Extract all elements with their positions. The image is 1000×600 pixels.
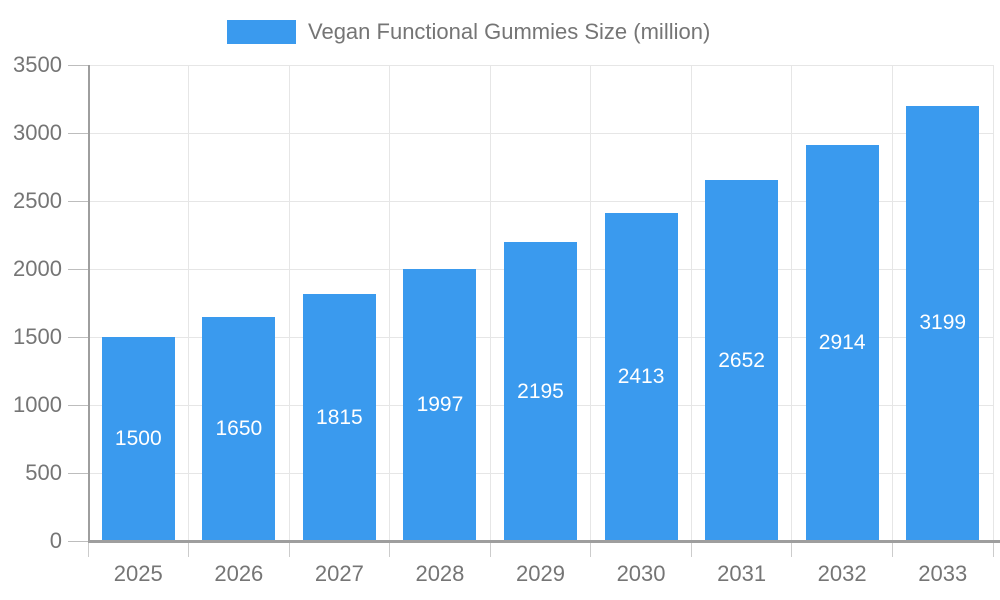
x-axis-category-label: 2025	[113, 561, 163, 586]
x-axis-tick	[590, 543, 592, 557]
plot-area: 1500 1650 1815 1997 2195 2413 2652 2914 3199	[88, 64, 994, 541]
gridline-vertical	[489, 65, 491, 541]
bar-value-label: 1997	[416, 393, 464, 417]
bar-2029: 2195	[504, 242, 577, 541]
x-axis-tick	[690, 543, 692, 557]
y-axis-tick	[68, 132, 88, 134]
y-axis-tick-label: 1500	[13, 324, 62, 349]
x-axis-category-label: 2026	[214, 561, 264, 586]
y-axis-tick-label: 2000	[13, 256, 62, 281]
x-axis-category-label: 2029	[516, 561, 565, 586]
legend: Vegan Functional Gummies Size (million)	[227, 19, 710, 45]
bar-value-label: 2413	[617, 364, 665, 388]
bar-2026: 1650	[202, 316, 276, 541]
bar-2027: 1815	[302, 294, 376, 541]
y-axis-tick	[68, 200, 88, 202]
y-axis-tick-label: 500	[25, 460, 62, 485]
bar-value-label: 1500	[114, 427, 162, 450]
bar-value-label: 1650	[215, 416, 263, 440]
gridline-vertical	[891, 65, 893, 541]
bar-value-label: 1815	[316, 405, 363, 429]
y-axis-tick-label: 0	[49, 528, 62, 553]
y-axis-tick-label: 3500	[13, 52, 62, 77]
gridline-vertical	[288, 65, 290, 541]
bar-2031: 2652	[705, 180, 779, 541]
gridline-vertical	[992, 65, 994, 541]
gridline-vertical	[590, 65, 592, 541]
bar-2030: 2413	[604, 212, 678, 541]
gridline-vertical	[188, 65, 190, 541]
bar-value-label: 2195	[517, 379, 564, 403]
gridline-vertical	[690, 65, 692, 541]
legend-swatch	[227, 20, 296, 44]
bar-2025: 1500	[101, 337, 175, 541]
y-axis-tick	[68, 404, 88, 406]
x-axis-tick	[389, 543, 391, 557]
gridline-vertical	[389, 65, 391, 541]
y-axis-tick-label: 1000	[13, 392, 62, 417]
bar-value-label: 2652	[718, 348, 765, 372]
gridline-horizontal	[88, 200, 993, 202]
y-axis-tick	[68, 268, 88, 270]
x-axis-category-label: 2028	[415, 561, 465, 586]
bar-value-label: 2914	[818, 330, 866, 354]
bar-value-label: 3199	[919, 311, 967, 335]
x-axis-category-label: 2027	[314, 561, 364, 586]
x-axis-category-label: 2033	[918, 561, 968, 586]
y-axis-tick	[68, 472, 88, 474]
x-axis-tick	[791, 543, 793, 557]
legend-label: Vegan Functional Gummies Size (million)	[308, 19, 711, 44]
y-axis-tick	[68, 64, 88, 66]
gridline-horizontal	[88, 132, 993, 134]
x-axis-line	[88, 540, 1000, 543]
x-axis-tick	[288, 543, 290, 557]
y-axis-tick	[68, 336, 88, 338]
x-axis-tick	[992, 543, 994, 557]
y-axis-tick	[68, 540, 88, 542]
x-axis-category-label: 2031	[717, 561, 767, 586]
x-axis-tick	[489, 543, 491, 557]
bar-2028: 1997	[403, 269, 477, 541]
y-axis-tick-label: 3000	[13, 120, 62, 145]
gridline-horizontal	[88, 64, 993, 66]
x-axis-tick	[188, 543, 190, 557]
x-axis-tick	[87, 543, 89, 557]
x-axis-tick	[891, 543, 893, 557]
x-axis-category-label: 2030	[616, 561, 666, 586]
bar-2032: 2914	[805, 144, 879, 541]
x-axis-category-label: 2032	[817, 561, 867, 586]
y-axis-line	[88, 65, 90, 543]
bar-2033: 3199	[906, 105, 980, 541]
gridline-vertical	[791, 65, 793, 541]
y-axis-tick-label: 2500	[13, 188, 62, 213]
